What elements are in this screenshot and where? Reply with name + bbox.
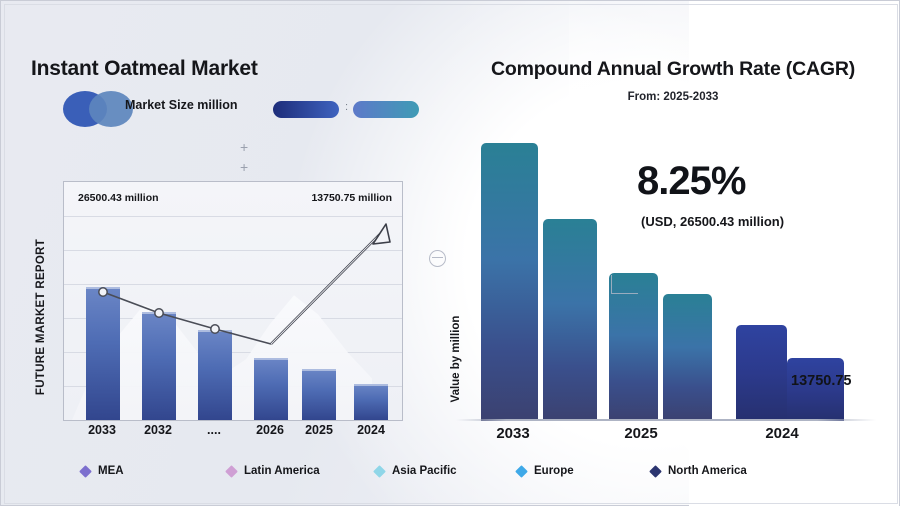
x-label-2033: 2033 [88, 423, 116, 437]
rbar-2025-secondary [663, 294, 712, 421]
right-x-label-2024: 2024 [765, 425, 799, 442]
left-chart-end-value-label: 13750.75 million [311, 192, 392, 204]
rbar-2033-secondary [543, 219, 597, 421]
legend-marker-north-america [649, 464, 662, 478]
x-label-2026: 2026 [256, 423, 284, 437]
left-chart-start-value-label: 26500.43 million [78, 192, 159, 204]
left-chart-trend-overlay [98, 223, 391, 345]
market-size-legend-label: Market Size million [125, 98, 238, 112]
x-label-dots: .... [207, 423, 221, 437]
x-label-2032: 2032 [144, 423, 172, 437]
plus-icon-1: + [240, 139, 249, 155]
legend-marker-europe [515, 464, 528, 478]
legend-label-north-america: North America [668, 465, 747, 477]
left-chart-y-axis-label: FUTURE MARKET REPORT [35, 238, 47, 396]
right-chart-baseline [456, 419, 876, 421]
cagr-note: (USD, 26500.43 million) [641, 214, 785, 229]
legend-marker-asia-pacific [373, 464, 386, 478]
right-chart-bar-group [456, 141, 876, 421]
legend-label-mea: MEA [98, 465, 124, 477]
logo-circle-light [89, 91, 133, 127]
legend-marker-mea [79, 464, 92, 478]
left-chart-x-axis: 2033 2032 .... 2026 2025 2024 [63, 423, 403, 445]
cagr-value: 8.25% [637, 159, 746, 203]
plus-icon-2: + [240, 159, 249, 175]
cagr-title: Compound Annual Growth Rate (CAGR) [490, 58, 856, 80]
rbar-2025-primary [609, 273, 658, 421]
minus-circle-watermark-icon [429, 250, 446, 267]
page-title: Instant Oatmeal Market [31, 57, 258, 80]
right-chart-value-label: 13750.75 [791, 373, 852, 389]
right-x-label-2033: 2033 [496, 425, 530, 442]
legend-item-north-america[interactable]: North America [649, 464, 747, 478]
cagr-subtitle: From: 2025-2033 [627, 91, 719, 103]
legend-item-latin-america[interactable]: Latin America [225, 464, 320, 478]
legend-item-mea[interactable]: MEA [79, 464, 124, 478]
legend-item-asia-pacific[interactable]: Asia Pacific [373, 464, 457, 478]
background-white-panel [689, 1, 899, 507]
legend-pill-secondary [353, 101, 419, 118]
legend-item-europe[interactable]: Europe [515, 464, 574, 478]
legend-marker-latin-america [225, 464, 238, 478]
right-x-label-2025: 2025 [624, 425, 658, 442]
growth-arrow-icon [270, 223, 391, 345]
bar-2026 [254, 358, 288, 420]
legend-pill-primary [273, 101, 339, 118]
bar-2025 [302, 369, 336, 420]
region-legend: MEA Latin America Asia Pacific Europe No… [79, 464, 801, 489]
rbar-2024-secondary [787, 358, 844, 421]
left-chart-plot-area: 26500.43 million 13750.75 million [63, 181, 403, 421]
market-size-logo-icon [63, 91, 133, 127]
bar-2024 [354, 384, 388, 420]
rbar-2033-primary [481, 143, 538, 421]
legend-label-europe: Europe [534, 465, 574, 477]
rbar-2024-primary [736, 325, 787, 421]
legend-label-latin-america: Latin America [244, 465, 320, 477]
legend-pill-separator: : [345, 101, 349, 113]
right-chart-tick-mark-icon [611, 275, 638, 294]
legend-label-asia-pacific: Asia Pacific [392, 465, 457, 477]
x-label-2024: 2024 [357, 423, 385, 437]
x-label-2025: 2025 [305, 423, 333, 437]
